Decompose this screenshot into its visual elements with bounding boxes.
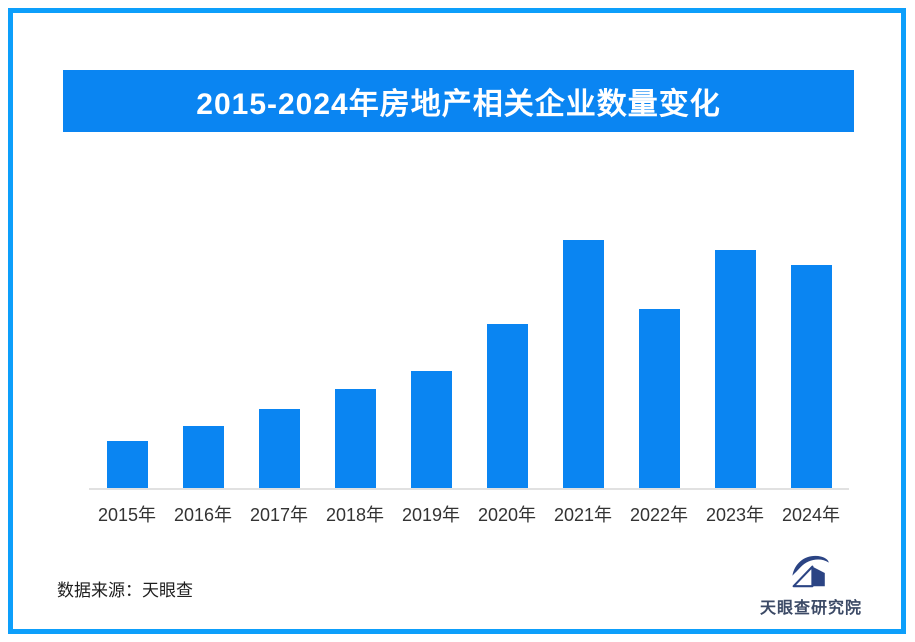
bar-slot [621,309,697,488]
bar-slot [697,250,773,488]
bar-2021年 [562,240,604,488]
bar-2016年 [182,426,224,488]
x-axis-label-2018年: 2018年 [325,505,385,525]
bar-2018年 [334,389,376,488]
bar-2017年 [258,409,300,488]
bar-slot [469,324,545,488]
bar-slot [165,426,241,488]
x-axis-label-2015年: 2015年 [97,505,157,525]
tianyancha-logo-label: 天眼查研究院 [760,600,863,617]
tianyancha-research-logo: 天眼查研究院 [760,551,863,618]
bar-slot [89,441,165,488]
x-axis-label-2024年: 2024年 [781,505,841,525]
x-axis-label-2017年: 2017年 [249,505,309,525]
x-axis-label-2016年: 2016年 [173,505,233,525]
x-axis-label-2021年: 2021年 [553,505,613,525]
x-axis-line [89,488,849,490]
x-axis-label-2023年: 2023年 [705,505,765,525]
chart-title: 2015-2024年房地产相关企业数量变化 [196,88,721,121]
bar-slot [393,371,469,488]
x-axis-labels: 2015年 2016年 2017年 2018年 2019年 2020年 2021年 2022年… [89,501,849,527]
bar-slot [545,240,621,488]
bar-slot [317,389,393,488]
bar-2024年 [790,265,832,488]
x-axis-label-2020年: 2020年 [477,505,537,525]
bar-2019年 [410,371,452,488]
x-axis-label-2022年: 2022年 [629,505,689,525]
bar-2020年 [486,324,528,488]
tianyancha-logo-icon [792,555,829,588]
bar-slot [241,409,317,488]
x-axis-label-2019年: 2019年 [401,505,461,525]
bar-2015年 [106,441,148,488]
bar-2023年 [714,250,756,488]
bar-2022年 [638,309,680,488]
chart-title-band: 2015-2024年房地产相关企业数量变化 [63,70,854,132]
bar-slot [773,265,849,488]
data-source-note: 数据来源：天眼查 [57,581,193,600]
bar-chart [89,240,849,488]
